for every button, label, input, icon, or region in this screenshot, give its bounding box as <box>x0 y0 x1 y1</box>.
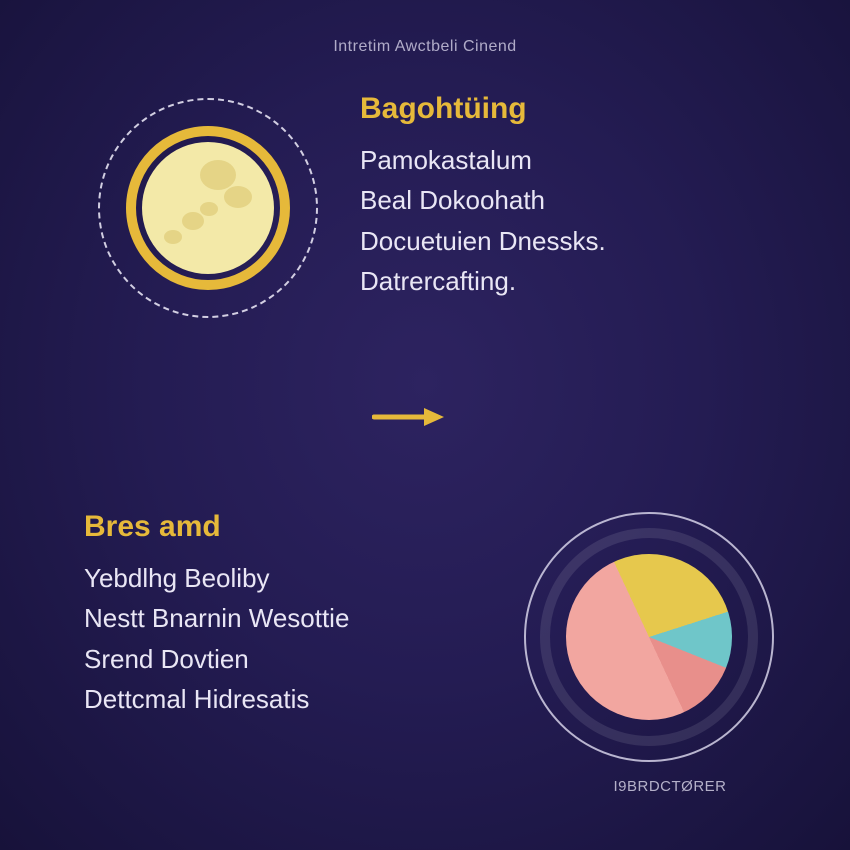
top-line-2: Beal Dokoohath <box>360 180 790 220</box>
top-title: Bagohtüing <box>360 92 790 126</box>
arrow-right-icon <box>372 406 444 428</box>
bottom-line-4: Dettcmal Hidresatis <box>84 679 514 719</box>
bottom-line-3: Srend Dovtien <box>84 639 514 679</box>
top-line-1: Pamokastalum <box>360 140 790 180</box>
top-line-3: Docuetuien Dnessks. <box>360 221 790 261</box>
moon-icon <box>142 142 274 274</box>
bottom-line-1: Yebdlhg Beoliby <box>84 558 514 598</box>
pie-caption: I9BRDCTØRER <box>560 778 780 795</box>
top-text-block: Bagohtüing Pamokastalum Beal Dokoohath D… <box>360 92 790 301</box>
page-header: Intretim Awctbeli Cinend <box>0 38 850 56</box>
pie-chart-icon <box>566 554 732 720</box>
bottom-text-block: Bres amd Yebdlhg Beoliby Nestt Bnarnin W… <box>84 510 514 719</box>
top-line-4: Datrercafting. <box>360 261 790 301</box>
bottom-line-2: Nestt Bnarnin Wesottie <box>84 598 514 638</box>
moon-graphic <box>98 98 318 318</box>
infographic-canvas: Intretim Awctbeli Cinend Bagohtüing Pamo… <box>0 0 850 850</box>
bottom-title: Bres amd <box>84 510 514 544</box>
pie-chart-graphic <box>524 512 774 762</box>
